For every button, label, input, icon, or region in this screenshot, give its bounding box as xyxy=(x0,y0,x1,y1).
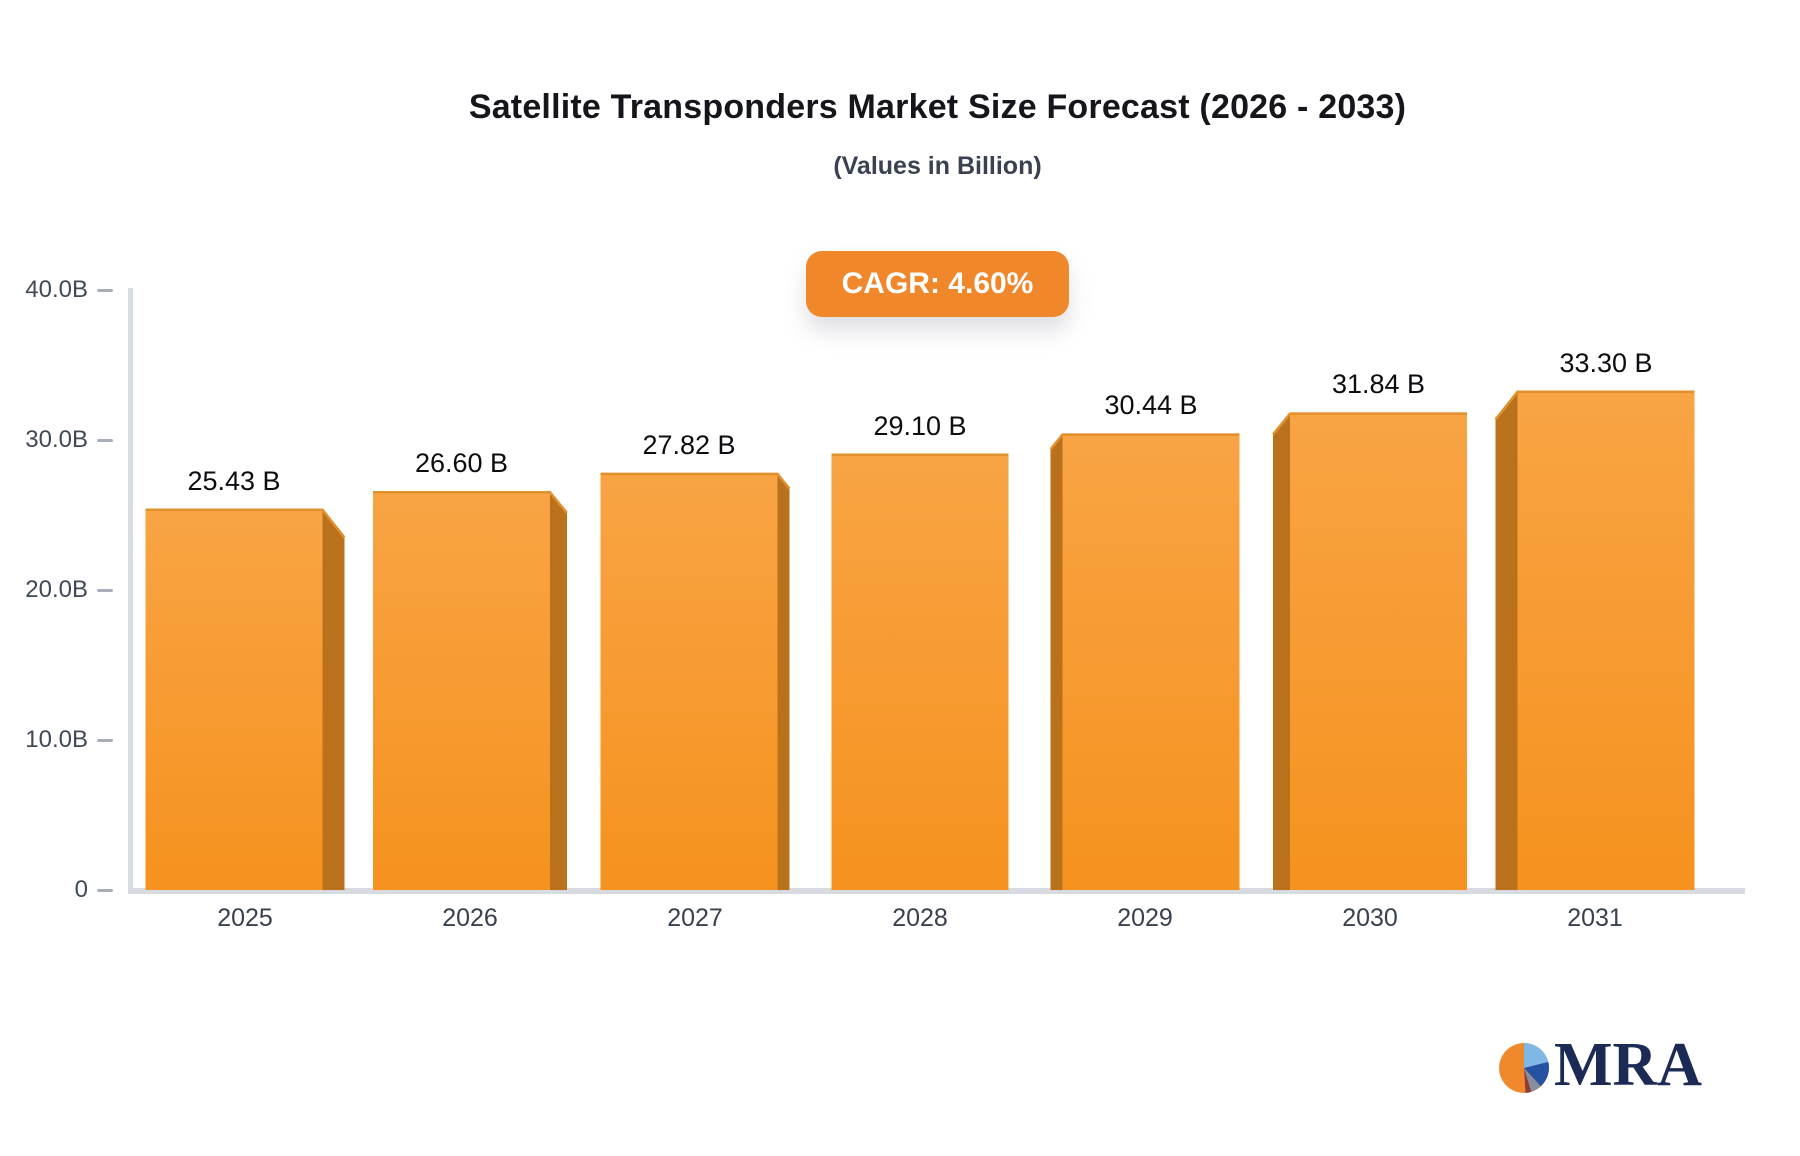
bar xyxy=(1062,433,1240,890)
bar-value-label: 30.44 B xyxy=(1104,390,1198,421)
y-tick-dash xyxy=(97,888,113,892)
x-category-label: 2031 xyxy=(1567,904,1623,932)
x-category-label: 2030 xyxy=(1342,904,1398,932)
bar-value-label: 27.82 B xyxy=(642,429,736,460)
bar-top-edge xyxy=(600,472,791,490)
x-category-label: 2029 xyxy=(1117,904,1173,932)
bar xyxy=(373,491,550,890)
bar-value-label: 29.10 B xyxy=(873,410,967,441)
x-category-label: 2025 xyxy=(217,904,273,932)
bar-top-edge xyxy=(145,508,346,539)
bar-top-edge xyxy=(1494,390,1695,421)
bar xyxy=(831,453,1009,890)
x-category-label: 2027 xyxy=(667,904,723,932)
y-tick-label: 10.0B xyxy=(25,726,88,753)
y-tick-label: 40.0B xyxy=(25,276,88,303)
bar-value-label: 26.60 B xyxy=(414,448,509,478)
cagr-badge-wrap: CAGR: 4.60% xyxy=(130,251,1745,317)
y-tick-dash xyxy=(97,438,113,442)
bar-3d-side xyxy=(322,508,345,890)
bar-value-label: 33.30 B xyxy=(1559,347,1653,378)
bar-3d-side xyxy=(550,491,567,890)
bar-top-edge xyxy=(373,491,568,514)
x-axis-line xyxy=(128,888,1745,894)
mra-logo-text: MRA xyxy=(1554,1031,1703,1099)
y-tick-dash xyxy=(97,588,113,592)
x-category-label: 2028 xyxy=(892,904,948,932)
y-tick-dash xyxy=(97,738,113,742)
chart-subtitle: (Values in Billion) xyxy=(833,152,1042,180)
x-category-label: 2026 xyxy=(442,904,498,932)
y-axis-line xyxy=(128,288,133,891)
bar-top-edge xyxy=(1272,412,1467,436)
bar-3d-side xyxy=(1050,433,1063,890)
bar-3d-side xyxy=(1273,412,1290,890)
bar xyxy=(600,472,778,890)
chart-title: Satellite Transponders Market Size Forec… xyxy=(468,88,1407,126)
mra-logo-pie-icon xyxy=(1499,1043,1549,1093)
bar-3d-side xyxy=(777,472,790,890)
cagr-badge: CAGR: 4.60% xyxy=(805,251,1070,317)
y-tick-label: 0 xyxy=(74,876,88,903)
mra-logo: MRA xyxy=(1498,1030,1758,1110)
y-tick-dash xyxy=(97,288,113,292)
bar-value-label: 31.84 B xyxy=(1331,369,1426,400)
bar xyxy=(1290,412,1467,890)
y-tick-label: 30.0B xyxy=(25,426,88,453)
bar xyxy=(1517,390,1695,890)
y-tick-label: 20.0B xyxy=(25,576,88,603)
bar-value-label: 25.43 B xyxy=(187,465,281,496)
bar-3d-side xyxy=(1495,390,1518,890)
bar-top-edge xyxy=(1049,433,1240,451)
bar xyxy=(145,508,323,890)
